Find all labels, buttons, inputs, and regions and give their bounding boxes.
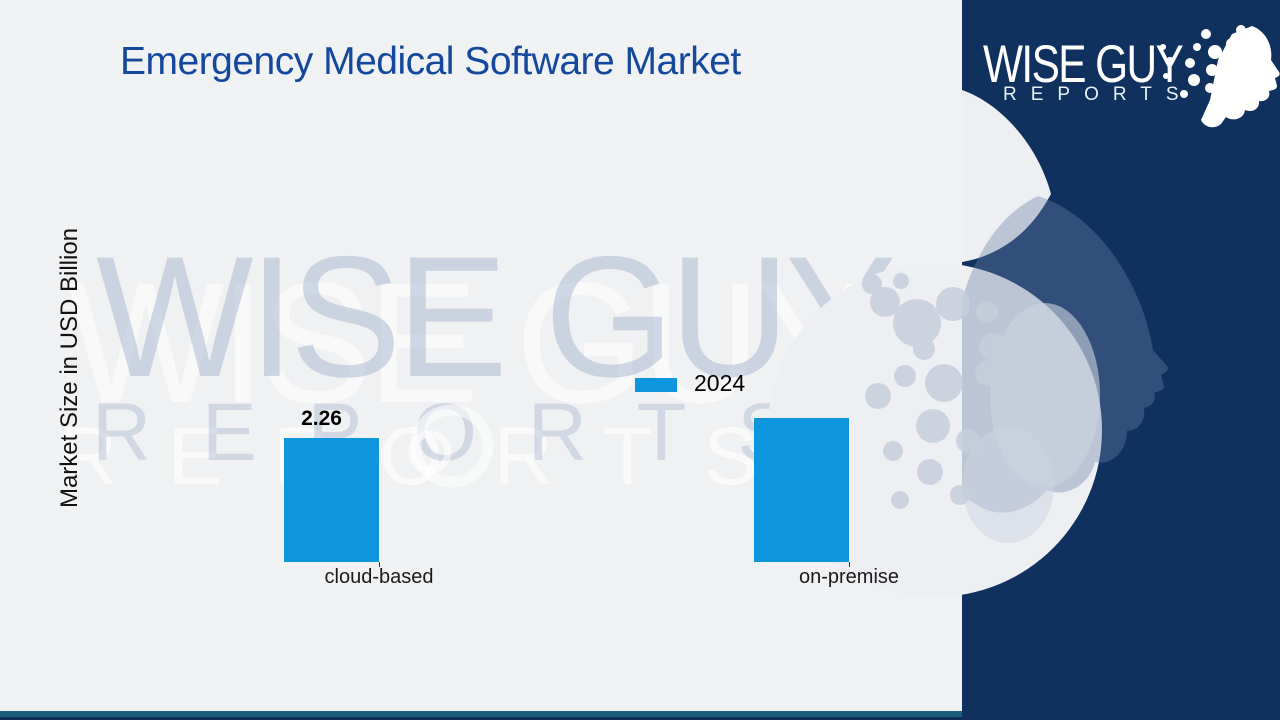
y-axis-label: Market Size in USD Billion bbox=[56, 227, 83, 509]
legend-swatch bbox=[635, 378, 677, 392]
legend-label: 2024 bbox=[694, 370, 746, 396]
category-label-cloud-based: cloud-based bbox=[324, 566, 434, 588]
brand-side-panel bbox=[962, 0, 1280, 720]
logo-brand-text: WISE GUY bbox=[983, 35, 1184, 94]
watermark-brand-text: WISE GUY bbox=[96, 221, 896, 413]
bar-value-label: 2.26 bbox=[301, 407, 342, 430]
page-title: Emergency Medical Software Market bbox=[120, 40, 741, 83]
watermark-sub-text: REPORTS bbox=[92, 387, 843, 478]
bar-on-premise bbox=[754, 418, 849, 562]
footer-navy-strip bbox=[0, 717, 1280, 720]
bar-cloud-based bbox=[284, 438, 379, 562]
category-label-on-premise: on-premise bbox=[798, 566, 900, 588]
logo-sub-text: REPORTS bbox=[1003, 84, 1193, 105]
x-axis-tick bbox=[379, 562, 380, 567]
chart-legend: 2024 bbox=[635, 370, 745, 397]
footer-teal-strip bbox=[0, 711, 1280, 718]
